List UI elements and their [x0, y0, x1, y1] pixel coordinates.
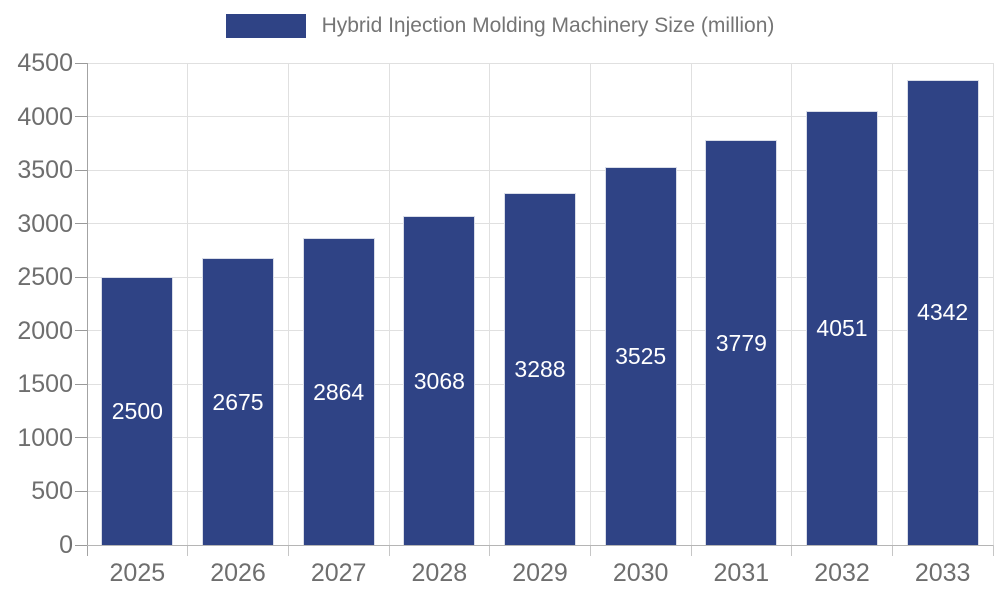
x-axis-tick-label: 2031 — [713, 559, 770, 587]
bar-value-label: 4051 — [816, 315, 868, 342]
y-axis-tick — [75, 223, 87, 225]
y-axis-tick-label: 500 — [31, 477, 73, 506]
y-axis-tick-label: 2000 — [17, 316, 73, 345]
y-axis-tick — [75, 62, 87, 64]
y-axis-tick-label: 4000 — [17, 102, 73, 131]
bar: 3288 — [504, 192, 576, 545]
h-gridline — [87, 169, 993, 171]
y-axis-tick-label: 1500 — [17, 370, 73, 399]
bar: 4342 — [906, 79, 979, 545]
x-axis-tick — [187, 545, 189, 556]
v-gridline — [992, 63, 994, 545]
bar: 2500 — [101, 277, 174, 545]
y-axis-tick — [75, 330, 87, 332]
bar-value-label: 2500 — [111, 398, 163, 425]
bar-value-label: 3068 — [413, 367, 465, 394]
h-gridline — [87, 62, 993, 64]
y-axis-tick-label: 3500 — [17, 156, 73, 185]
x-axis-tick-label: 2028 — [411, 559, 468, 587]
y-axis-tick — [75, 169, 87, 171]
x-axis-tick — [287, 545, 289, 556]
y-axis-tick-label: 4500 — [17, 49, 73, 77]
bar-value-label: 3288 — [514, 355, 566, 382]
x-axis-tick — [791, 545, 793, 556]
v-gridline — [891, 63, 893, 545]
x-axis-tick — [388, 545, 390, 556]
y-axis-tick — [75, 544, 87, 546]
v-gridline — [690, 63, 692, 545]
v-gridline — [388, 63, 390, 545]
v-gridline — [287, 63, 289, 545]
bar: 2864 — [302, 238, 375, 545]
x-axis-tick — [992, 545, 994, 556]
x-axis-tick — [589, 545, 591, 556]
x-axis-tick-label: 2030 — [612, 559, 669, 587]
x-axis-tick-label: 2032 — [814, 559, 870, 587]
bar: 3779 — [705, 140, 778, 545]
v-gridline — [489, 63, 491, 545]
y-axis-tick — [75, 490, 87, 492]
bar-value-label: 3525 — [615, 343, 667, 370]
bar-value-label: 3779 — [715, 329, 767, 356]
y-axis-tick-label: 1000 — [17, 423, 73, 452]
bar: 2675 — [202, 258, 274, 545]
y-axis-tick — [75, 383, 87, 385]
x-axis-tick-label: 2027 — [310, 559, 367, 587]
bar: 4051 — [806, 111, 878, 545]
y-axis-tick-label: 0 — [59, 531, 73, 559]
legend[interactable]: Hybrid Injection Molding Machinery Size … — [0, 14, 1000, 38]
x-axis-tick-label: 2025 — [109, 559, 166, 587]
v-gridline — [589, 63, 591, 545]
y-axis-tick-label: 3000 — [17, 209, 73, 238]
x-axis-line — [87, 544, 993, 546]
bar-value-label: 4342 — [917, 299, 969, 326]
y-axis-tick — [75, 276, 87, 278]
x-axis-tick-label: 2026 — [210, 559, 266, 587]
y-axis-line — [86, 63, 88, 556]
x-axis-tick — [489, 545, 491, 556]
h-gridline — [87, 116, 993, 118]
x-axis-tick — [891, 545, 893, 556]
y-axis-tick — [75, 437, 87, 439]
y-axis-tick — [75, 116, 87, 118]
v-gridline — [791, 63, 793, 545]
x-axis-tick — [690, 545, 692, 556]
v-gridline — [187, 63, 189, 545]
bar: 3525 — [604, 167, 677, 545]
x-axis-tick-label: 2029 — [512, 559, 568, 587]
bar: 3068 — [403, 216, 476, 545]
y-axis-tick-label: 2500 — [17, 263, 73, 292]
x-axis-tick-label: 2033 — [914, 559, 971, 587]
bar-value-label: 2864 — [313, 378, 365, 405]
legend-label: Hybrid Injection Molding Machinery Size … — [321, 14, 775, 37]
legend-swatch — [225, 14, 306, 38]
bar-value-label: 2675 — [212, 388, 264, 415]
